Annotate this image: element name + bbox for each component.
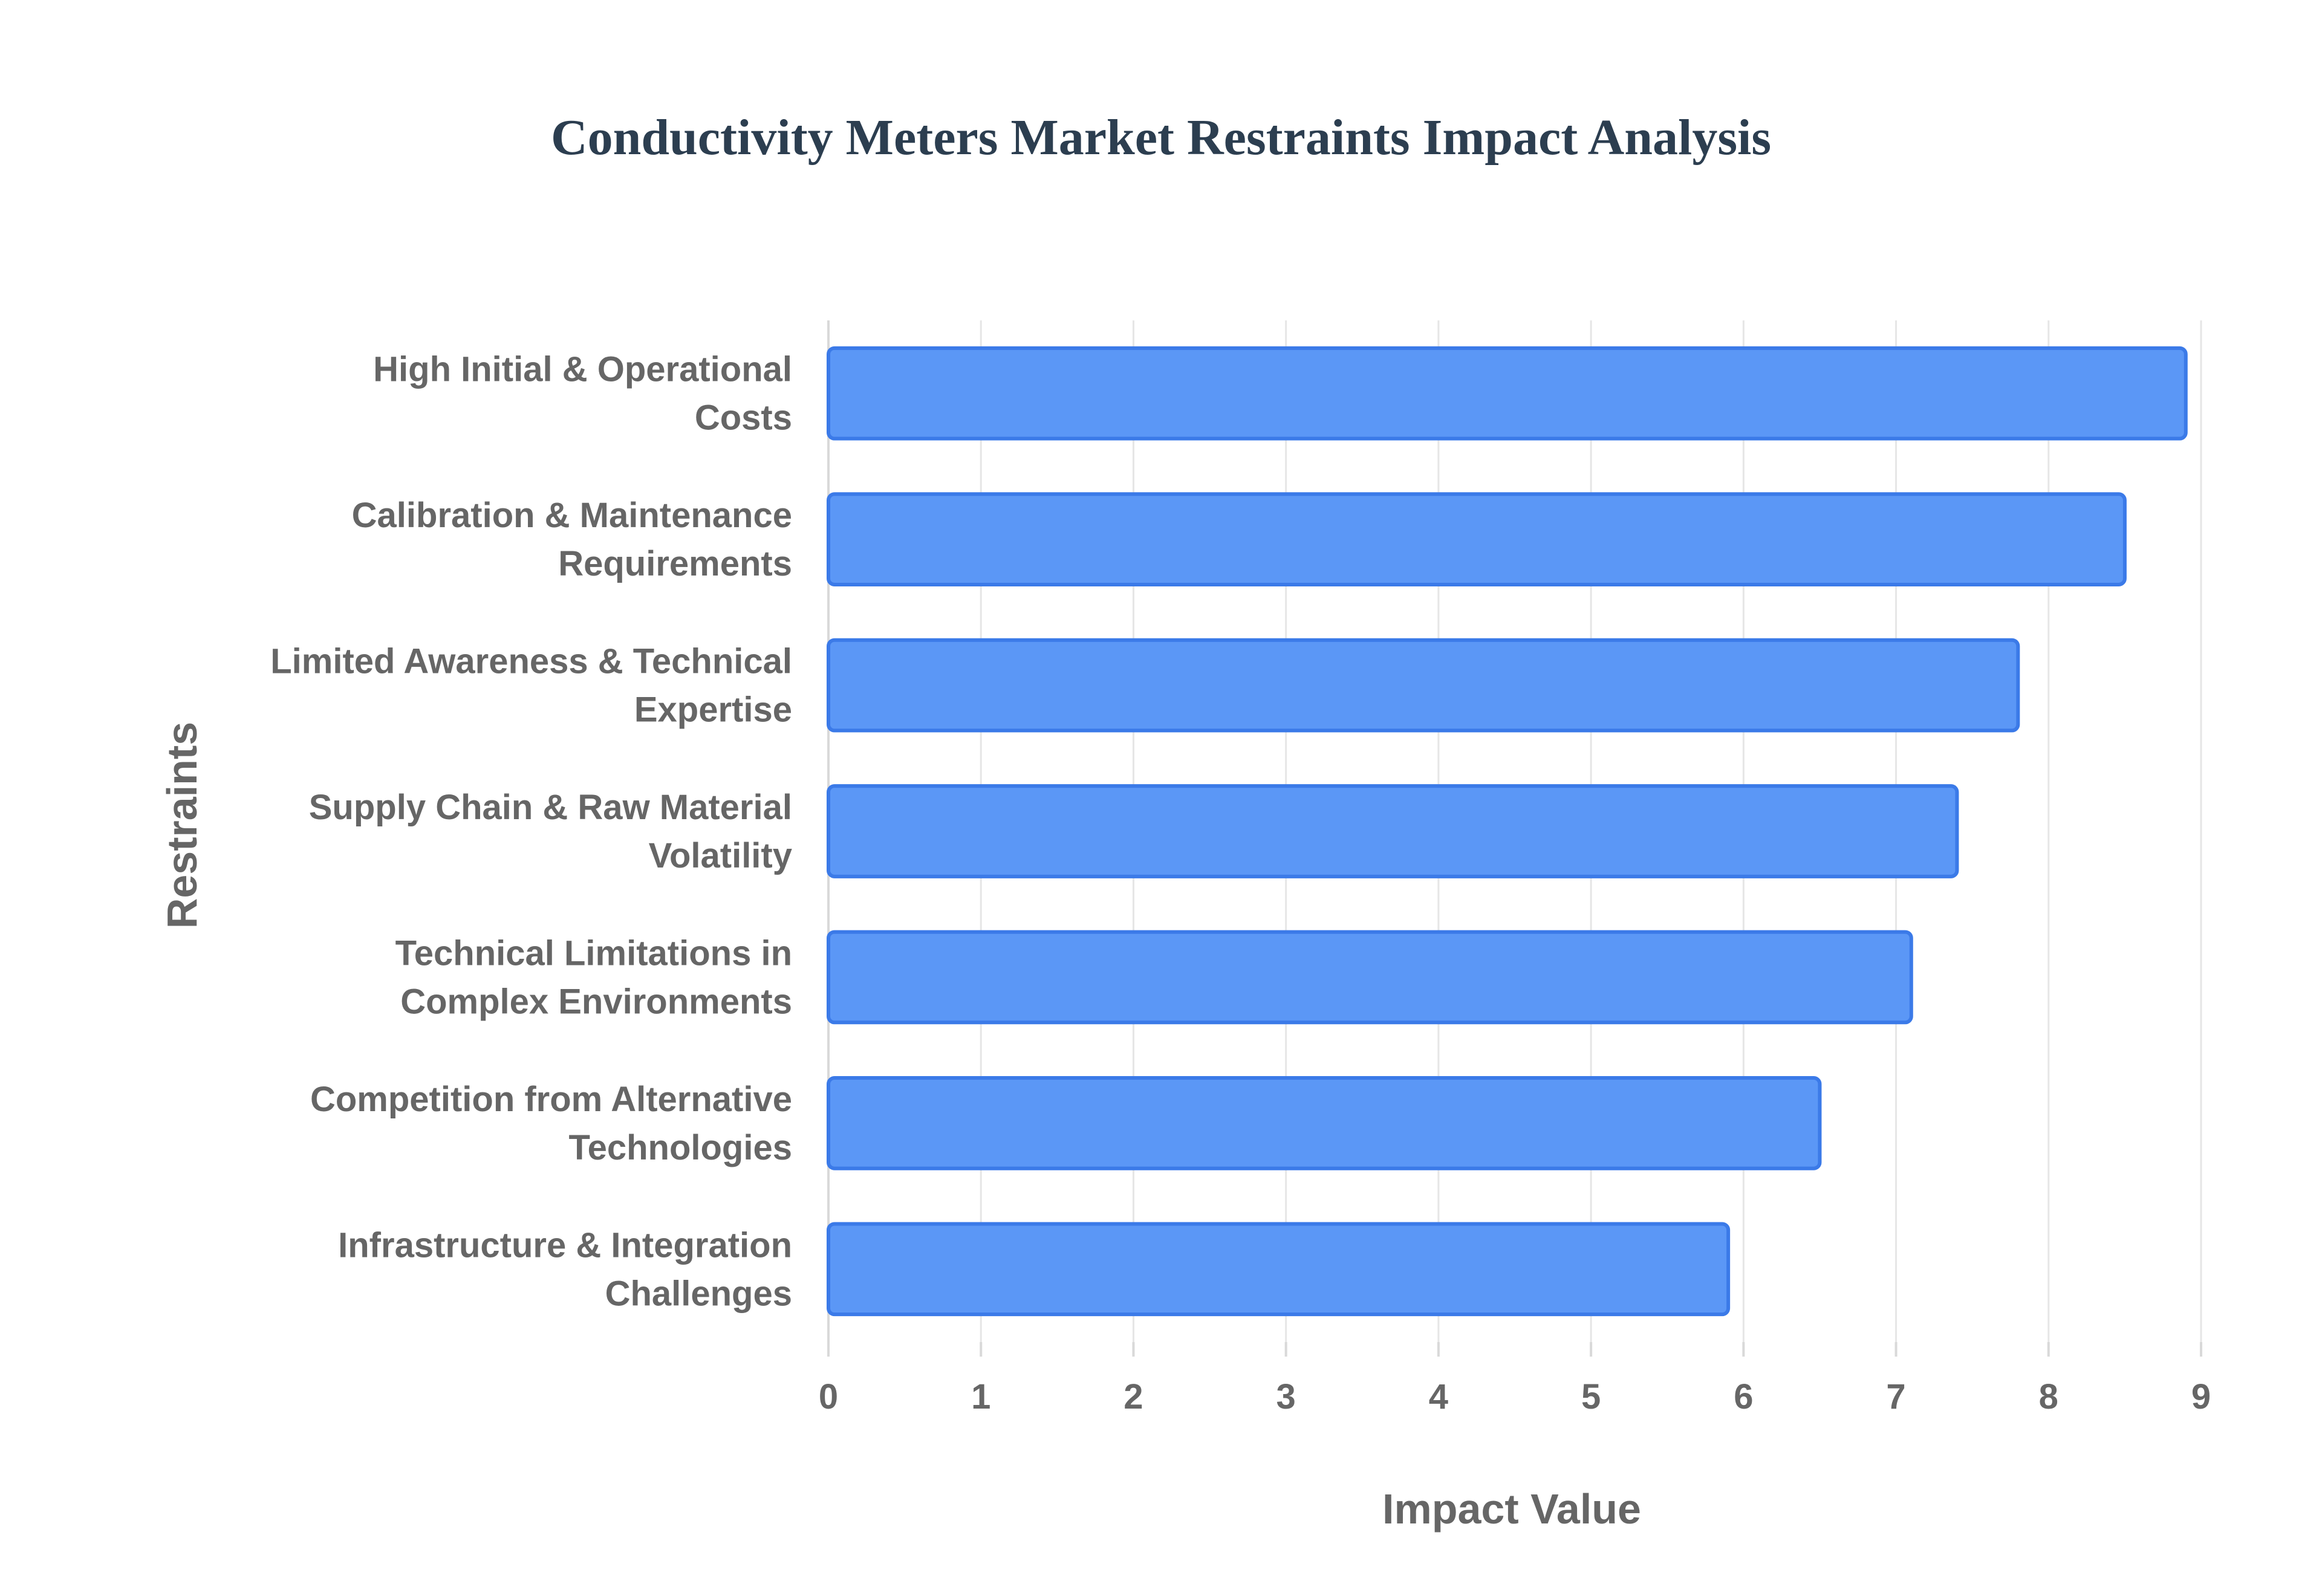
category-label-line: Complex Environments: [400, 982, 792, 1021]
x-tick-label-5: 5: [1581, 1377, 1601, 1416]
category-label-line: Volatility: [649, 836, 792, 875]
category-label-line: Technologies: [568, 1128, 792, 1167]
bars: [827, 346, 2188, 1317]
bar-4[interactable]: [827, 784, 1959, 878]
x-tick-label-9: 9: [2191, 1377, 2211, 1416]
category-label-line: Supply Chain & Raw Material: [309, 788, 792, 827]
x-tick-label-8: 8: [2039, 1377, 2058, 1416]
x-tick-label-2: 2: [1124, 1377, 1143, 1416]
category-label-2: Calibration & Maintenance Requirements: [352, 496, 792, 583]
category-label-line: High Initial & Operational: [373, 350, 792, 389]
category-labels: High Initial & Operational Costs Calibrati…: [270, 350, 792, 1314]
x-tick-label-6: 6: [1734, 1377, 1753, 1416]
bar-3[interactable]: [827, 638, 2020, 733]
x-axis-title: Impact Value: [1382, 1485, 1641, 1533]
category-label-6: Competition from Alternative Technologies: [310, 1080, 792, 1167]
category-label-4: Supply Chain & Raw Material Volatility: [309, 788, 792, 875]
category-label-line: Limited Awareness & Technical: [270, 642, 792, 681]
category-label-line: Challenges: [605, 1274, 792, 1313]
category-label-line: Requirements: [558, 544, 792, 583]
x-tick-label-3: 3: [1276, 1377, 1296, 1416]
x-tick-label-0: 0: [819, 1377, 838, 1416]
bar-5[interactable]: [827, 930, 1913, 1025]
category-label-5: Technical Limitations in Complex Environm…: [395, 933, 792, 1021]
bar-7[interactable]: [827, 1222, 1731, 1317]
chart-title: Conductivity Meters Market Restraints Im…: [551, 109, 1771, 166]
y-axis-title: Restraints: [158, 722, 206, 929]
category-label-3: Limited Awareness & Technical Expertise: [270, 642, 792, 730]
x-tick-labels: 0 1 2 3 4 5 6 7 8 9: [819, 1377, 2211, 1416]
category-label-line: Competition from Alternative: [310, 1080, 792, 1119]
bar-6[interactable]: [827, 1076, 1822, 1170]
category-label-1: High Initial & Operational Costs: [373, 350, 792, 438]
x-tick-label-4: 4: [1429, 1377, 1448, 1416]
category-label-7: Infrastructure & Integration Challenges: [338, 1225, 792, 1313]
category-label-line: Costs: [695, 398, 792, 438]
x-tick-label-7: 7: [1886, 1377, 1905, 1416]
category-label-line: Infrastructure & Integration: [338, 1225, 792, 1265]
bar-2[interactable]: [827, 492, 2127, 586]
x-tick-label-1: 1: [971, 1377, 990, 1416]
category-label-line: Expertise: [634, 690, 792, 730]
category-label-line: Calibration & Maintenance: [352, 496, 792, 535]
bar-1[interactable]: [827, 346, 2188, 441]
category-label-line: Technical Limitations in: [395, 933, 792, 973]
